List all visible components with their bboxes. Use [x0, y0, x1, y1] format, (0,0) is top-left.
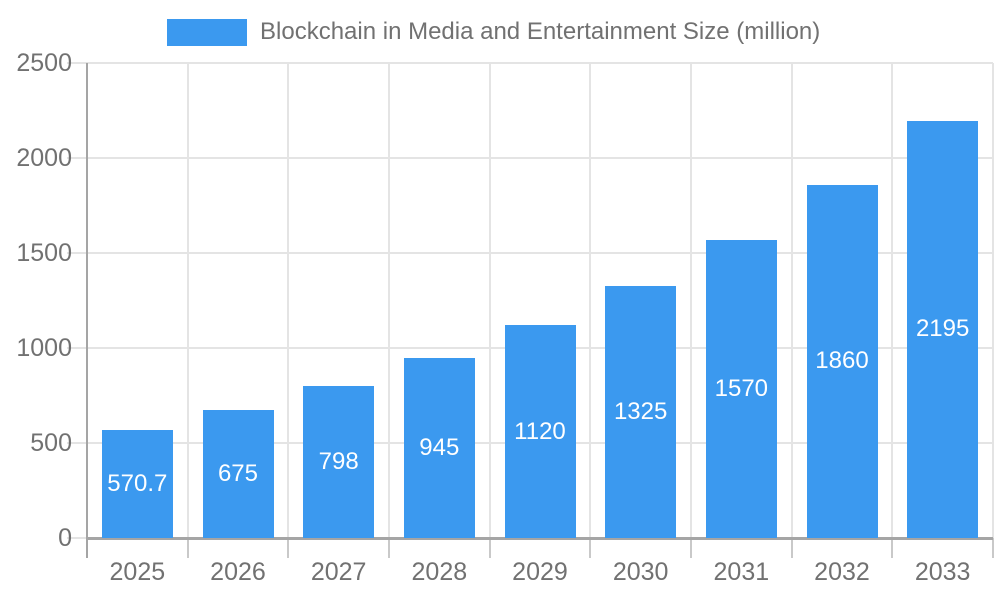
x-axis-label: 2027	[310, 558, 367, 586]
bar[interactable]	[101, 429, 173, 538]
v-gridline	[186, 63, 189, 538]
x-axis-label: 2028	[411, 558, 468, 586]
v-gridline	[891, 63, 894, 538]
v-gridline	[388, 63, 390, 538]
x-axis-label: 2032	[814, 558, 870, 586]
chart-legend[interactable]: Blockchain in Media and Entertainment Si…	[167, 18, 820, 46]
x-axis-label: 2025	[109, 558, 166, 586]
legend-swatch	[167, 18, 247, 46]
x-axis-tick	[992, 538, 994, 558]
legend-label: Blockchain in Media and Entertainment Si…	[260, 18, 821, 45]
x-axis-line	[87, 537, 993, 540]
x-axis-tick	[186, 538, 189, 558]
v-gridline	[589, 63, 592, 538]
x-axis-label: 2029	[512, 558, 568, 586]
x-axis-tick	[589, 538, 592, 558]
x-axis-tick	[287, 538, 290, 558]
v-gridline	[790, 63, 793, 538]
bar[interactable]	[705, 239, 777, 538]
y-axis-label: 1000	[16, 334, 72, 362]
x-axis-label: 2033	[914, 558, 971, 586]
x-axis-tick	[690, 538, 692, 558]
y-axis-label: 0	[58, 524, 72, 552]
x-axis-tick	[790, 538, 793, 558]
y-axis-label: 500	[30, 429, 72, 457]
x-axis-label: 2031	[713, 558, 770, 586]
bar[interactable]	[303, 386, 375, 538]
y-axis-line	[86, 63, 88, 558]
bar[interactable]	[907, 120, 979, 538]
y-axis-label: 2000	[16, 144, 72, 172]
x-axis-tick	[388, 538, 390, 558]
y-axis-label: 1500	[16, 239, 72, 267]
bar[interactable]	[504, 325, 576, 538]
x-axis-label: 2030	[612, 558, 669, 586]
h-gridline	[67, 62, 993, 64]
h-gridline	[67, 252, 993, 254]
bar[interactable]	[202, 409, 274, 538]
v-gridline	[287, 63, 290, 538]
y-axis-label: 2500	[16, 49, 72, 77]
h-gridline	[67, 157, 993, 159]
v-gridline	[690, 63, 692, 538]
bar[interactable]	[605, 286, 677, 538]
x-axis-tick	[488, 538, 491, 558]
x-axis-label: 2026	[210, 558, 266, 586]
x-axis-tick	[891, 538, 894, 558]
v-gridline	[488, 63, 491, 538]
bar[interactable]	[403, 358, 475, 538]
v-gridline	[992, 63, 994, 538]
bar[interactable]	[806, 184, 878, 538]
